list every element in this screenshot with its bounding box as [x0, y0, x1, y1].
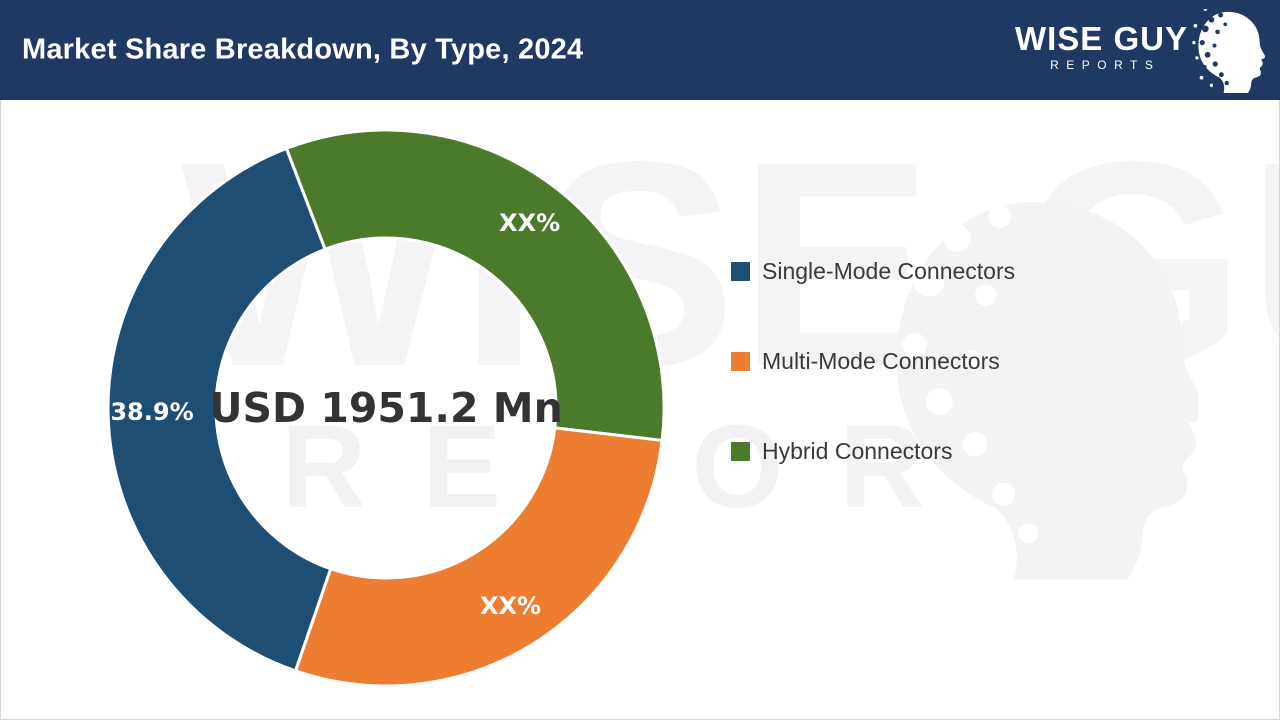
- donut-chart: XX% XX% 38.9%: [106, 128, 666, 688]
- chart-center-total: USD 1951.2 Mn: [209, 384, 563, 432]
- donut-slice-hybrid-connectors: [284, 128, 666, 442]
- legend-swatch: [731, 261, 750, 281]
- legend-label: Multi-Mode Connectors: [762, 347, 1000, 374]
- logo-text: WISE GUY REPORTS: [1014, 20, 1188, 72]
- legend-label: Single-Mode Connectors: [762, 257, 1016, 284]
- slice-value-label: XX%: [480, 592, 541, 620]
- face-profile-icon: [1192, 9, 1266, 93]
- legend-swatch: [731, 351, 750, 371]
- wise-guy-logo: WISE GUY REPORTS: [1015, 6, 1266, 94]
- chart-area: WISE GUY REPORTS XX%XX%38.9% USD 1951.2 …: [0, 100, 1280, 720]
- logo-subtitle: REPORTS: [1050, 57, 1161, 72]
- legend-item-single-mode-connectors: Single-Mode Connectors: [731, 256, 1015, 286]
- legend-label: Hybrid Connectors: [762, 437, 953, 464]
- slice-value-label: XX%: [499, 209, 560, 237]
- page-title: Market Share Breakdown, By Type, 2024: [22, 33, 584, 66]
- logo-wordmark: WISE GUY: [1014, 20, 1188, 57]
- chart-legend: Single-Mode Connectors Multi-Mode Connect…: [731, 256, 1015, 526]
- legend-item-hybrid-connectors: Hybrid Connectors: [731, 436, 1015, 466]
- legend-swatch: [731, 441, 750, 461]
- legend-item-multi-mode-connectors: Multi-Mode Connectors: [731, 346, 1015, 376]
- donut-slice-multi-mode-connectors: [293, 426, 664, 688]
- header-bar: Market Share Breakdown, By Type, 2024 WI…: [0, 0, 1280, 100]
- slice-value-label: 38.9%: [110, 398, 193, 426]
- donut-slice-single-mode-connectors: [106, 146, 333, 673]
